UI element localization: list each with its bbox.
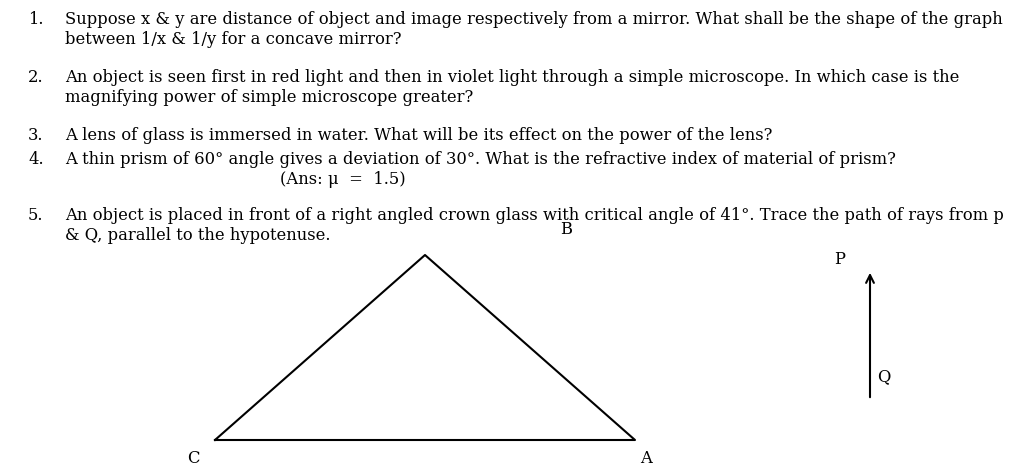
Text: An object is seen first in red light and then in violet light through a simple m: An object is seen first in red light and… (65, 69, 959, 86)
Text: Q: Q (877, 368, 891, 385)
Text: 5.: 5. (28, 207, 43, 224)
Text: P: P (834, 251, 845, 268)
Text: Suppose x & y are distance of object and image respectively from a mirror. What : Suppose x & y are distance of object and… (65, 11, 1002, 28)
Text: between 1/x & 1/y for a concave mirror?: between 1/x & 1/y for a concave mirror? (65, 31, 401, 48)
Text: (Ans: μ  =  1.5): (Ans: μ = 1.5) (280, 171, 406, 188)
Text: 4.: 4. (28, 151, 44, 168)
Text: B: B (560, 221, 572, 238)
Text: 1.: 1. (28, 11, 43, 28)
Text: C: C (187, 450, 200, 467)
Text: A: A (640, 450, 652, 467)
Text: 2.: 2. (28, 69, 44, 86)
Text: 3.: 3. (28, 127, 43, 144)
Text: An object is placed in front of a right angled crown glass with critical angle o: An object is placed in front of a right … (65, 207, 1004, 224)
Text: A lens of glass is immersed in water. What will be its effect on the power of th: A lens of glass is immersed in water. Wh… (65, 127, 772, 144)
Text: & Q, parallel to the hypotenuse.: & Q, parallel to the hypotenuse. (65, 227, 331, 244)
Text: A thin prism of 60° angle gives a deviation of 30°. What is the refractive index: A thin prism of 60° angle gives a deviat… (65, 151, 896, 168)
Text: magnifying power of simple microscope greater?: magnifying power of simple microscope gr… (65, 89, 473, 106)
